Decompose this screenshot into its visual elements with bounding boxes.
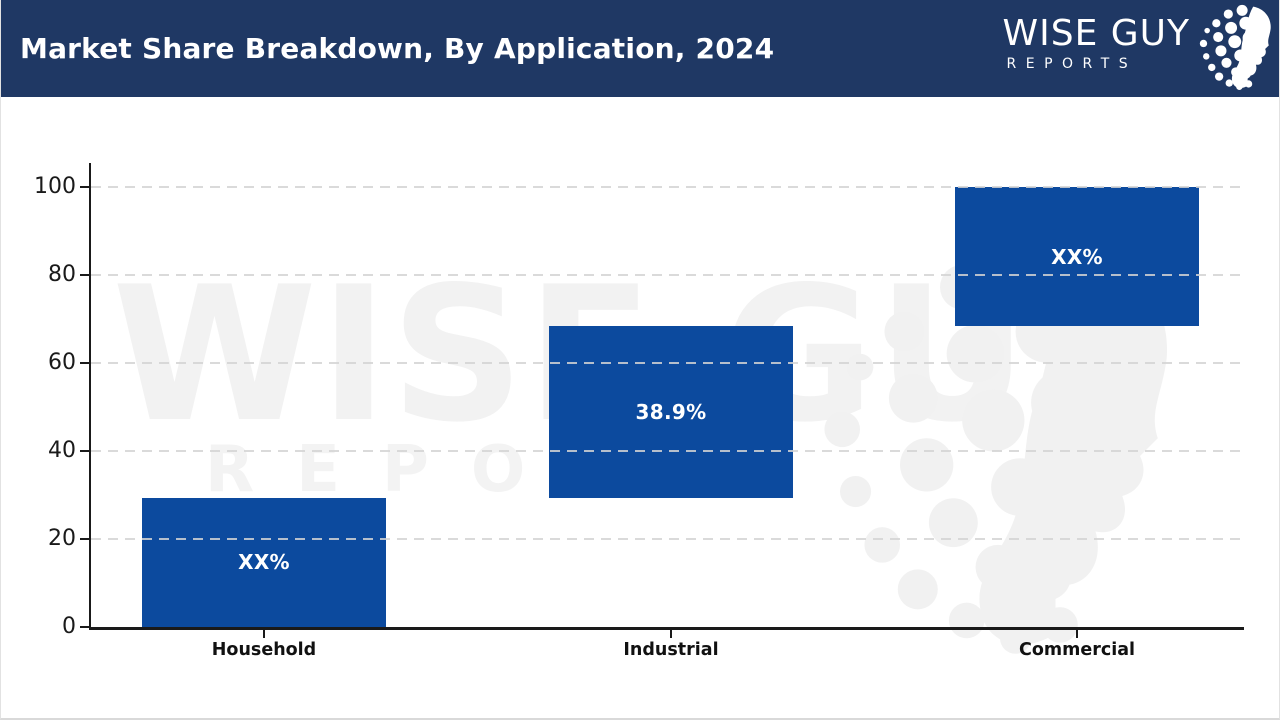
logo-tagline: REPORTS bbox=[1006, 56, 1138, 72]
header-band: Market Share Breakdown, By Application, … bbox=[0, 0, 1280, 97]
y-tick-label: 0 bbox=[62, 614, 76, 639]
gridline-80 bbox=[91, 274, 1244, 276]
y-tick-mark bbox=[80, 274, 89, 276]
y-tick-mark bbox=[80, 538, 89, 540]
bar-industrial: 38.9% bbox=[549, 326, 793, 498]
y-tick-label: 60 bbox=[48, 350, 76, 375]
bar-household: XX% bbox=[142, 497, 386, 627]
x-tick-mark bbox=[263, 630, 265, 638]
bar-commercial: XX% bbox=[955, 187, 1199, 327]
y-tick-mark bbox=[80, 362, 89, 364]
gridline-100 bbox=[91, 186, 1244, 188]
y-tick-label: 40 bbox=[48, 438, 76, 463]
x-axis-line bbox=[89, 627, 1244, 630]
x-category-label: Industrial bbox=[623, 640, 719, 660]
y-tick-mark bbox=[80, 626, 89, 628]
wise-guy-logo: WISE GUY REPORTS bbox=[1003, 0, 1274, 97]
y-tick-label: 100 bbox=[34, 174, 76, 199]
gridline-40 bbox=[91, 450, 1244, 452]
dotted-head-icon bbox=[1199, 4, 1271, 90]
gridline-20 bbox=[91, 538, 1244, 540]
gridline-60 bbox=[91, 362, 1244, 364]
logo-text: WISE GUY REPORTS bbox=[1002, 13, 1191, 73]
logo-name: WISE GUY bbox=[1002, 13, 1190, 54]
y-tick-mark bbox=[80, 186, 89, 188]
bar-value-label: 38.9% bbox=[635, 400, 707, 425]
x-category-label: Commercial bbox=[1018, 640, 1136, 660]
bar-value-label: XX% bbox=[1051, 244, 1103, 269]
y-tick-label: 80 bbox=[48, 262, 76, 287]
bar-value-label: XX% bbox=[238, 550, 290, 575]
page-title: Market Share Breakdown, By Application, … bbox=[20, 32, 775, 65]
y-axis-line bbox=[89, 163, 91, 629]
y-tick-mark bbox=[80, 450, 89, 452]
x-tick-mark bbox=[670, 630, 672, 638]
y-tick-label: 20 bbox=[48, 526, 76, 551]
x-category-label: Household bbox=[211, 640, 317, 660]
x-tick-mark bbox=[1076, 630, 1078, 638]
